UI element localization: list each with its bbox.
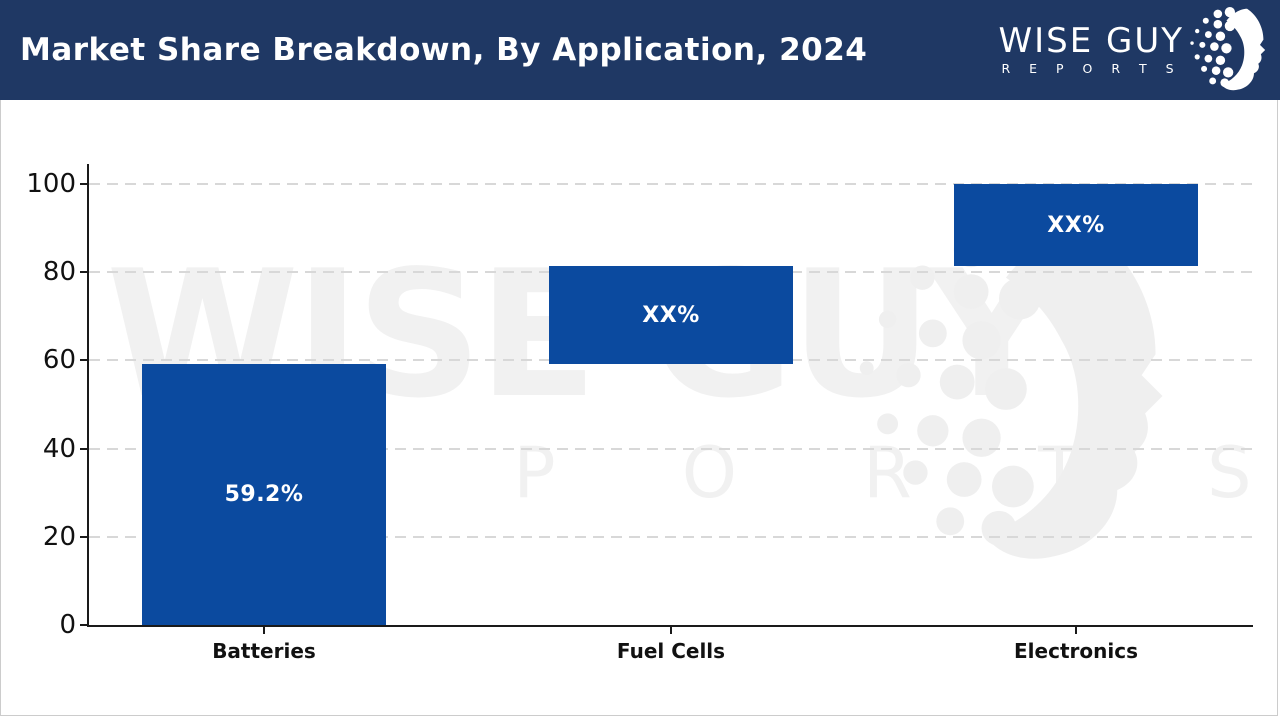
bar-value-label: 59.2% [224, 481, 304, 507]
y-axis-spine [87, 164, 89, 627]
category-label-batteries: Batteries [212, 639, 316, 663]
category-label-electronics: Electronics [1014, 639, 1138, 663]
y-tick-mark [80, 183, 87, 185]
y-tick-mark [80, 624, 87, 626]
y-tick-label: 80 [42, 257, 76, 288]
y-tick-label: 100 [26, 169, 76, 199]
category-label-fuel-cells: Fuel Cells [616, 639, 726, 663]
x-tick-mark [1075, 627, 1077, 634]
bar-electronics: XX% [954, 184, 1198, 267]
bar-value-label: XX% [642, 302, 700, 328]
logo-wiseguy-label: WISE GUY [998, 20, 1184, 61]
x-tick-mark [670, 627, 672, 634]
y-tick-mark [80, 535, 87, 538]
x-axis-spine [87, 625, 1253, 627]
y-tick-label: 60 [42, 345, 76, 376]
wiseguy-face-icon [1190, 7, 1266, 91]
bar-fuel-cells: XX% [549, 266, 793, 364]
y-tick-label: 20 [42, 521, 76, 552]
logo-reports-label: R E P O R T S [1001, 61, 1182, 77]
x-tick-mark [263, 627, 265, 634]
header-bar: Market Share Breakdown, By Application, … [0, 0, 1280, 100]
wiseguy-logo: WISE GUY R E P O R T S [998, 6, 1270, 94]
y-tick-label: 0 [59, 610, 76, 640]
bar-value-label: XX% [1047, 212, 1105, 238]
chart-title: Market Share Breakdown, By Application, … [20, 32, 868, 68]
bar-batteries: 59.2% [142, 363, 386, 625]
gridline-y40 [89, 447, 1253, 450]
y-tick-label: 40 [42, 433, 76, 464]
wiseguy-logo-text: WISE GUY R E P O R T S [998, 20, 1184, 77]
y-tick-mark [80, 447, 87, 450]
y-tick-mark [80, 271, 87, 274]
gridline-y20 [89, 535, 1253, 538]
y-tick-mark [80, 359, 87, 362]
gridline-y100 [89, 183, 1253, 185]
